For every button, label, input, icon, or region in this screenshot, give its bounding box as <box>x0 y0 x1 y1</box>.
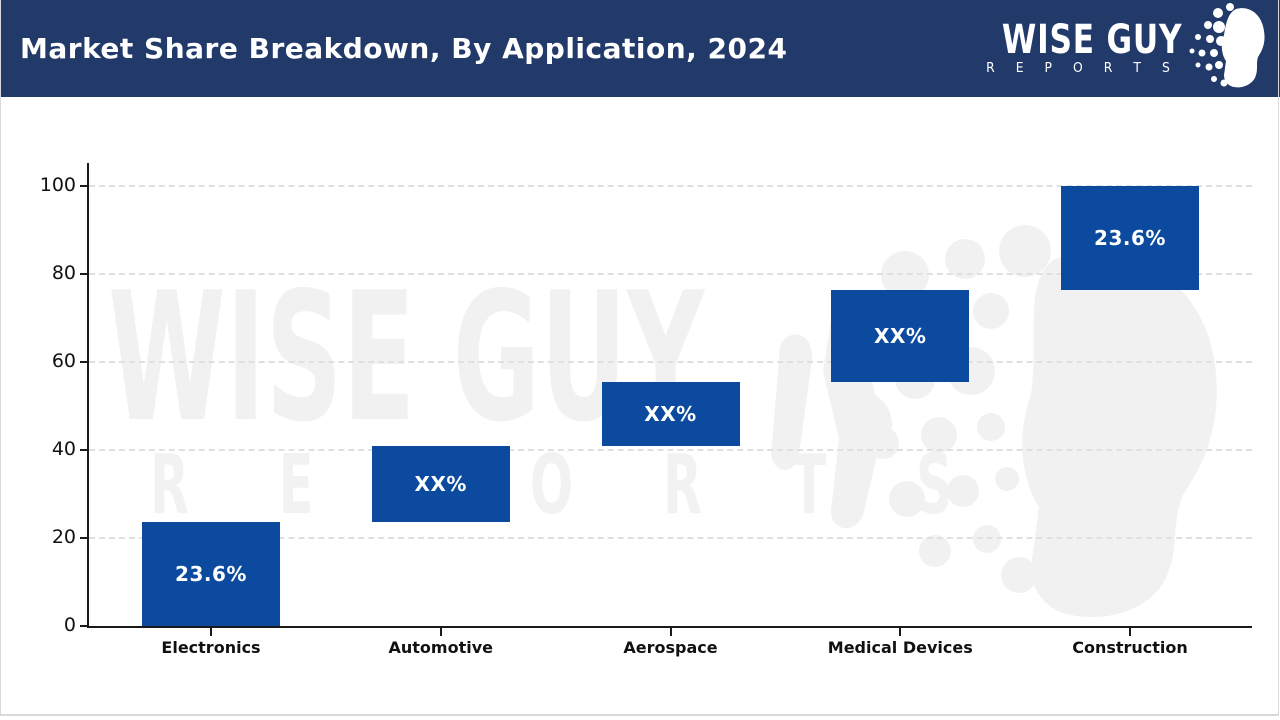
bar-medical-devices: XX% <box>831 289 970 382</box>
y-tick-label-60: 60 <box>51 350 76 372</box>
y-tick-label-100: 100 <box>39 174 76 196</box>
page-title: Market Share Breakdown, By Application, … <box>20 32 788 65</box>
category-label-construction: Construction <box>1072 638 1188 657</box>
y-tick-20 <box>80 537 88 539</box>
bar-automotive: XX% <box>371 445 510 523</box>
x-tick-electronics <box>210 628 212 636</box>
bar-value-label-automotive: XX% <box>414 471 467 496</box>
y-tick-label-40: 40 <box>51 438 76 460</box>
category-label-aerospace: Aerospace <box>623 638 718 657</box>
y-tick-label-20: 20 <box>51 526 76 548</box>
brand-logo-wordmark: WISE GUY <box>1001 17 1182 63</box>
y-tick-100 <box>80 185 88 187</box>
y-tick-0 <box>80 625 88 627</box>
brand-logo-text: WISE GUY R E P O R T S <box>951 17 1182 76</box>
x-axis-line <box>87 626 1252 628</box>
bar-value-label-construction: 23.6% <box>1094 225 1166 250</box>
y-tick-label-0: 0 <box>63 614 76 636</box>
gridline-y20 <box>89 537 1252 539</box>
category-label-automotive: Automotive <box>388 638 494 657</box>
category-label-medical-devices: Medical Devices <box>827 638 973 657</box>
brand-logo: WISE GUY R E P O R T S <box>951 1 1280 97</box>
watermark-subtext: R E P O R T S <box>150 438 989 533</box>
logo-head-icon <box>1184 1 1270 97</box>
bar-value-label-aerospace: XX% <box>644 401 697 426</box>
bar-aerospace: XX% <box>601 381 740 446</box>
x-tick-construction <box>1129 628 1131 636</box>
bar-electronics: 23.6% <box>142 522 280 626</box>
bar-value-label-medical-devices: XX% <box>874 323 927 348</box>
header-bar: Market Share Breakdown, By Application, … <box>0 0 1280 97</box>
x-tick-automotive <box>439 628 442 636</box>
category-label-electronics: Electronics <box>161 638 261 657</box>
y-tick-80 <box>80 273 88 275</box>
y-tick-60 <box>80 361 88 363</box>
gridline-y100 <box>89 185 1252 187</box>
y-axis-line <box>87 163 89 628</box>
x-tick-aerospace <box>669 628 672 636</box>
gridline-y80 <box>89 273 1252 275</box>
gridline-y60 <box>89 361 1252 363</box>
y-tick-40 <box>80 449 88 451</box>
bar-value-label-electronics: 23.6% <box>175 562 247 587</box>
watermark-head-icon <box>755 215 1255 629</box>
x-tick-medical-devices <box>899 628 902 636</box>
brand-logo-subtext: R E P O R T S <box>985 61 1178 76</box>
gridline-y40 <box>89 449 1252 451</box>
y-tick-label-80: 80 <box>51 262 76 284</box>
bar-construction: 23.6% <box>1061 186 1199 290</box>
